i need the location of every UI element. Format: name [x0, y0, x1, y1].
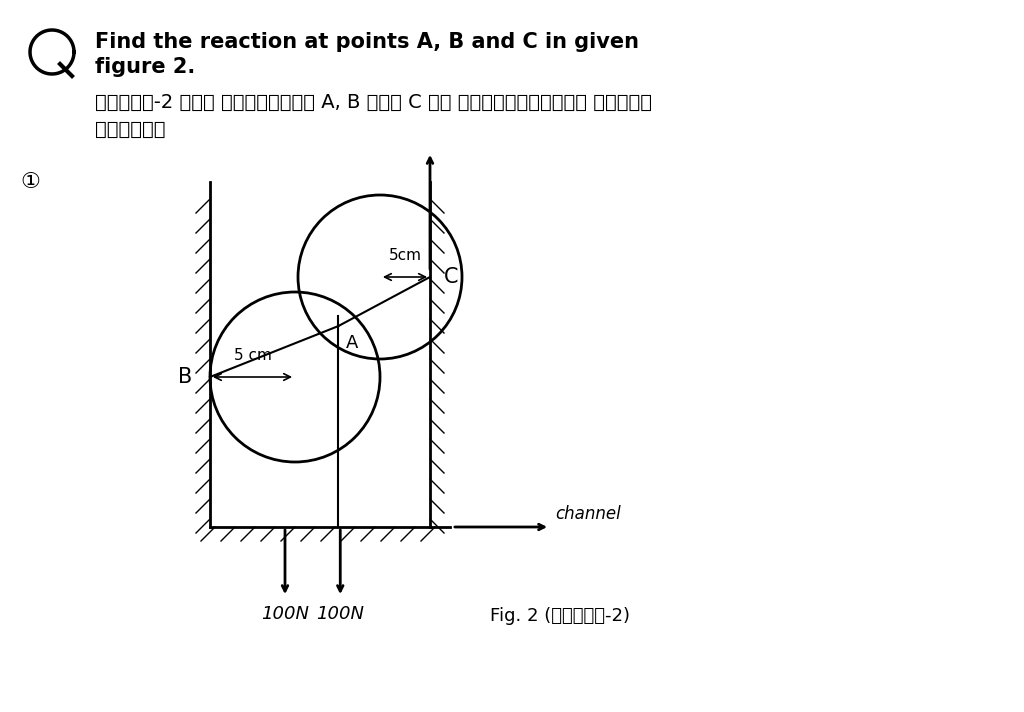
Text: कीजिए।: कीजिए। — [95, 120, 166, 139]
Text: figure 2.: figure 2. — [95, 57, 196, 77]
Text: 5 cm: 5 cm — [233, 348, 271, 363]
Text: Find the reaction at points A, B and C in given: Find the reaction at points A, B and C i… — [95, 32, 639, 52]
Text: 100N: 100N — [316, 605, 365, 623]
Text: चित्र-2 में बिन्दुओं A, B तथा C पर प्रतिक्रिया ज्ञात: चित्र-2 में बिन्दुओं A, B तथा C पर प्रति… — [95, 93, 652, 112]
Text: channel: channel — [555, 505, 621, 523]
Text: C: C — [444, 267, 459, 287]
Text: A: A — [346, 334, 358, 352]
Text: Fig. 2 (चित्र-2): Fig. 2 (चित्र-2) — [490, 607, 630, 625]
Text: 100N: 100N — [261, 605, 309, 623]
Text: 5cm: 5cm — [388, 248, 422, 263]
Text: B: B — [178, 367, 193, 387]
Text: ①: ① — [20, 172, 40, 192]
